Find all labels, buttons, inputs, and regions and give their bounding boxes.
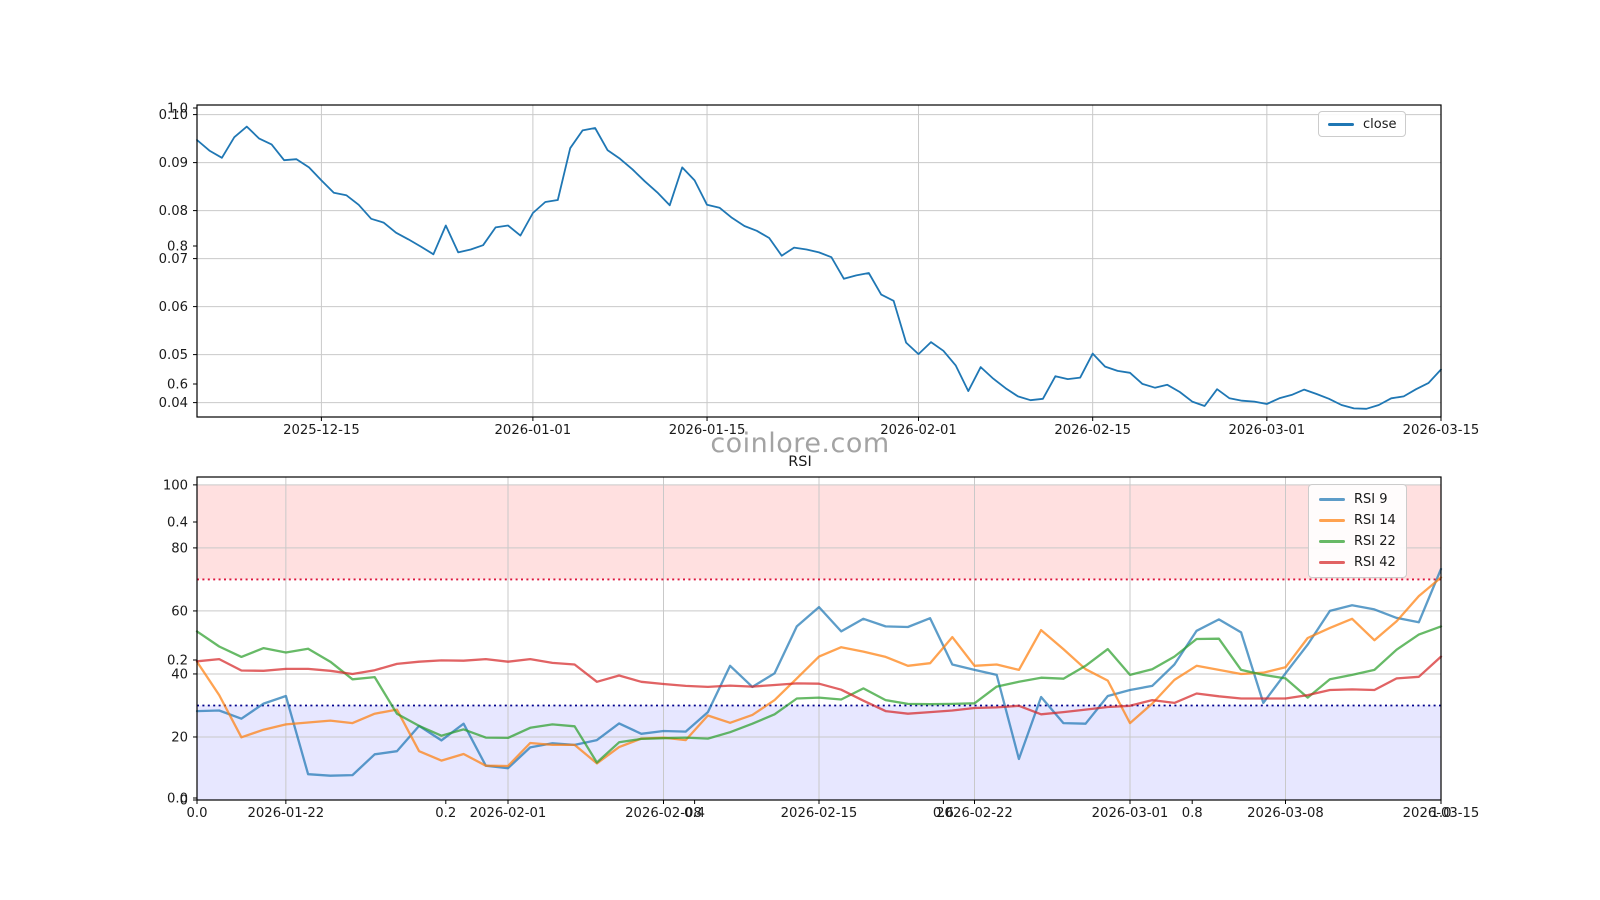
overlay-y-tick-label: 0.4 bbox=[167, 516, 188, 531]
rsi9-line bbox=[195, 567, 1443, 777]
close-line bbox=[196, 125, 1442, 410]
x-tick-label: 2026-02-22 bbox=[936, 806, 1013, 821]
x-tick-label: 2026-02-08 bbox=[625, 806, 702, 821]
rsi14-line-swatch bbox=[1319, 519, 1345, 522]
y-tick-label: 100 bbox=[163, 478, 188, 493]
legend-entry-rsi9: RSI 9 bbox=[1319, 489, 1396, 510]
x-tick-label: 2026-03-01 bbox=[1229, 423, 1306, 438]
x-tick-label: 2026-02-01 bbox=[470, 806, 547, 821]
overlay-x-tick-label: 0.8 bbox=[1182, 806, 1203, 821]
overlay-x-tick-label: 0.6 bbox=[933, 806, 954, 821]
y-tick-label: 0.07 bbox=[159, 252, 188, 267]
x-tick-label: 2026-03-15 bbox=[1403, 806, 1480, 821]
y-tick-label: 60 bbox=[171, 605, 188, 620]
rsi22-line bbox=[195, 625, 1443, 764]
y-tick-label: 0.06 bbox=[159, 300, 188, 315]
x-tick-label: 2026-01-15 bbox=[669, 423, 746, 438]
legend-entry-rsi42: RSI 42 bbox=[1319, 552, 1396, 573]
rsi42-line-swatch bbox=[1319, 561, 1345, 564]
x-tick-label: 2026-02-15 bbox=[1054, 423, 1131, 438]
legend-entry-close: close bbox=[1328, 114, 1396, 135]
x-tick-label: 2026-03-01 bbox=[1092, 806, 1169, 821]
x-tick-label: 2025-12-15 bbox=[283, 423, 360, 438]
legend-entry-rsi14: RSI 14 bbox=[1319, 510, 1396, 531]
x-tick-label: 2026-01-01 bbox=[495, 423, 572, 438]
y-tick-label: 0.04 bbox=[159, 396, 188, 411]
rsi22-line-swatch bbox=[1319, 540, 1345, 543]
overlay-x-tick-label: 0.4 bbox=[684, 806, 705, 821]
y-tick-label: 80 bbox=[171, 542, 188, 557]
price-legend: close bbox=[1318, 111, 1407, 137]
legend-entry-rsi22: RSI 22 bbox=[1319, 531, 1396, 552]
overlay-y-tick-label: 0.2 bbox=[167, 654, 188, 669]
overlay-y-tick-label: 0.0 bbox=[167, 792, 188, 807]
rsi9-line-swatch bbox=[1319, 498, 1345, 501]
rsi-legend: RSI 9 RSI 14 RSI 22 RSI 42 bbox=[1308, 484, 1407, 578]
legend-label-rsi9: RSI 9 bbox=[1354, 492, 1388, 507]
axes-frame bbox=[196, 476, 1442, 801]
y-tick-label: 0.09 bbox=[159, 156, 188, 171]
y-tick-label: 40 bbox=[171, 668, 188, 683]
x-tick-label: 2026-02-01 bbox=[880, 423, 957, 438]
y-tick-label: 0.05 bbox=[159, 348, 188, 363]
watermark: coinlore.com bbox=[710, 428, 890, 459]
overlay-y-tick-label: 0.8 bbox=[167, 240, 188, 255]
x-tick-label: 2026-02-15 bbox=[781, 806, 858, 821]
y-tick-label: 20 bbox=[171, 731, 188, 746]
y-tick-label: 0.10 bbox=[159, 108, 188, 123]
rsi14-line bbox=[195, 576, 1443, 768]
overlay-x-tick-label: 0.0 bbox=[187, 806, 208, 821]
legend-label-close: close bbox=[1363, 116, 1397, 132]
legend-label-rsi42: RSI 42 bbox=[1354, 555, 1396, 570]
overlay-y-tick-label: 1.0 bbox=[167, 102, 188, 117]
x-tick-label: 2026-03-08 bbox=[1247, 806, 1324, 821]
overlay-x-tick-label: 1.0 bbox=[1431, 806, 1452, 821]
axes-frame bbox=[196, 104, 1442, 418]
y-tick-label: 0 bbox=[180, 794, 188, 809]
overlay-y-tick-label: 0.6 bbox=[167, 378, 188, 393]
overlay-x-tick-label: 0.2 bbox=[435, 806, 456, 821]
legend-label-rsi22: RSI 22 bbox=[1354, 534, 1396, 549]
legend-label-rsi14: RSI 14 bbox=[1354, 513, 1396, 528]
x-tick-label: 2026-03-15 bbox=[1403, 423, 1480, 438]
rsi42-line bbox=[195, 655, 1443, 716]
x-tick-label: 2026-01-22 bbox=[248, 806, 325, 821]
close-line-swatch bbox=[1328, 122, 1354, 126]
rsi-chart-title: RSI bbox=[788, 454, 812, 470]
y-tick-label: 0.08 bbox=[159, 204, 188, 219]
